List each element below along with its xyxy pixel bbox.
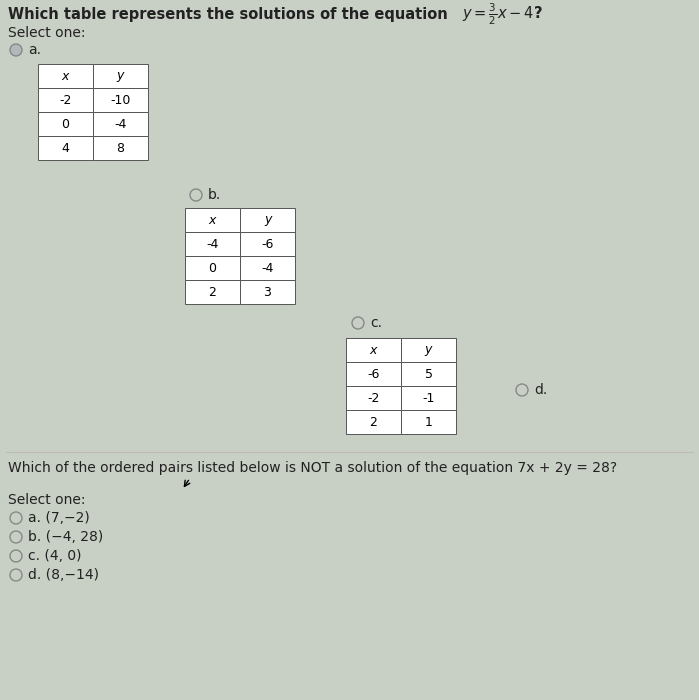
Text: d. (8,−14): d. (8,−14)	[28, 568, 99, 582]
Text: 0: 0	[62, 118, 69, 130]
Text: Which table represents the solutions of the equation: Which table represents the solutions of …	[8, 6, 453, 22]
Bar	[401, 410, 456, 434]
Circle shape	[10, 512, 22, 524]
Bar	[38, 112, 93, 136]
Text: d.: d.	[534, 383, 547, 397]
Text: 3: 3	[264, 286, 271, 298]
Text: c.: c.	[370, 316, 382, 330]
Bar	[93, 136, 148, 160]
Text: -2: -2	[367, 391, 380, 405]
Text: Which of the ordered pairs listed below is NOT a solution of the equation 7x + 2: Which of the ordered pairs listed below …	[8, 461, 617, 475]
Bar	[401, 338, 456, 362]
Text: -1: -1	[422, 391, 435, 405]
Bar	[401, 362, 456, 386]
Text: -6: -6	[261, 237, 274, 251]
Bar	[346, 410, 401, 434]
Bar	[93, 112, 148, 136]
Text: y: y	[117, 69, 124, 83]
Text: y: y	[425, 344, 432, 356]
Bar	[93, 64, 148, 88]
Text: -4: -4	[115, 118, 127, 130]
Bar	[240, 232, 295, 256]
Bar	[346, 386, 401, 410]
Text: x: x	[62, 69, 69, 83]
Text: 1: 1	[424, 416, 433, 428]
Text: -4: -4	[261, 262, 274, 274]
Text: a.: a.	[28, 43, 41, 57]
Text: -4: -4	[206, 237, 219, 251]
Bar	[346, 338, 401, 362]
Text: Select one:: Select one:	[8, 493, 85, 507]
Bar	[401, 386, 456, 410]
Bar	[240, 256, 295, 280]
Text: 5: 5	[424, 368, 433, 381]
Bar	[38, 88, 93, 112]
Text: 4: 4	[62, 141, 69, 155]
Bar	[185, 256, 240, 280]
Bar	[185, 208, 240, 232]
Circle shape	[10, 550, 22, 562]
Text: 8: 8	[117, 141, 124, 155]
Text: -2: -2	[59, 94, 72, 106]
Circle shape	[516, 384, 528, 396]
Bar	[38, 136, 93, 160]
Bar	[346, 362, 401, 386]
Text: x: x	[370, 344, 377, 356]
Circle shape	[190, 189, 202, 201]
Text: $y = \frac{3}{2}x - 4$?: $y = \frac{3}{2}x - 4$?	[462, 1, 543, 27]
Bar	[240, 208, 295, 232]
Text: b.: b.	[208, 188, 222, 202]
Bar	[38, 64, 93, 88]
Text: c. (4, 0): c. (4, 0)	[28, 549, 82, 563]
Text: -6: -6	[367, 368, 380, 381]
Text: 2: 2	[370, 416, 377, 428]
Text: y: y	[264, 214, 271, 227]
Text: x: x	[209, 214, 216, 227]
Text: Select one:: Select one:	[8, 26, 85, 40]
Text: a. (7,−2): a. (7,−2)	[28, 511, 89, 525]
Bar	[185, 280, 240, 304]
Circle shape	[352, 317, 364, 329]
Bar	[93, 88, 148, 112]
Text: 2: 2	[208, 286, 217, 298]
Circle shape	[10, 44, 22, 56]
Bar	[240, 280, 295, 304]
Circle shape	[10, 531, 22, 543]
Text: 0: 0	[208, 262, 217, 274]
Circle shape	[10, 569, 22, 581]
Text: -10: -10	[110, 94, 131, 106]
Text: b. (−4, 28): b. (−4, 28)	[28, 530, 103, 544]
Bar	[185, 232, 240, 256]
